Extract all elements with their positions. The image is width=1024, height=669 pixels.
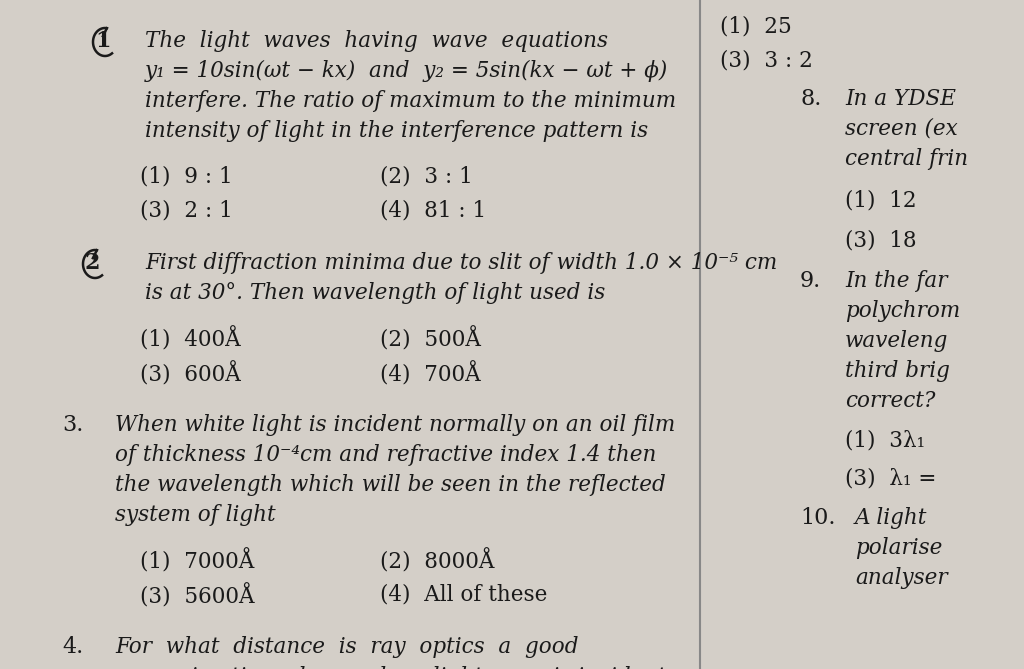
Text: is at 30°. Then wavelength of light used is: is at 30°. Then wavelength of light used…	[145, 282, 605, 304]
Text: polychrom: polychrom	[845, 300, 961, 322]
Text: The  light  waves  having  wave  equations: The light waves having wave equations	[145, 30, 608, 52]
Text: First diffraction minima due to slit of width 1.0 × 10⁻⁵ cm: First diffraction minima due to slit of …	[145, 252, 777, 274]
Text: (3)  18: (3) 18	[845, 230, 916, 252]
Text: (1)  12: (1) 12	[845, 190, 916, 212]
Text: (1)  400Å: (1) 400Å	[140, 327, 241, 351]
Text: waveleng: waveleng	[845, 330, 948, 352]
Text: screen (ex: screen (ex	[845, 118, 957, 140]
Text: 9.: 9.	[800, 270, 821, 292]
Text: (3)  5600Å: (3) 5600Å	[140, 584, 255, 608]
Text: interfere. The ratio of maximum to the minimum: interfere. The ratio of maximum to the m…	[145, 90, 676, 112]
Text: central frin: central frin	[845, 148, 968, 170]
Text: (2)  8000Å: (2) 8000Å	[380, 549, 495, 573]
Text: polarise: polarise	[855, 537, 942, 559]
Text: (4)  81 : 1: (4) 81 : 1	[380, 200, 486, 222]
Text: (3)  600Å: (3) 600Å	[140, 362, 241, 387]
Text: approximation when a plane light wave is incident: approximation when a plane light wave is…	[115, 666, 666, 669]
Text: (4)  700Å: (4) 700Å	[380, 362, 480, 387]
Text: system of light: system of light	[115, 504, 275, 526]
Text: (2)  3 : 1: (2) 3 : 1	[380, 165, 473, 187]
Text: (3)  3 : 2: (3) 3 : 2	[720, 50, 813, 72]
Text: (2)  500Å: (2) 500Å	[380, 327, 481, 351]
Text: (1)  9 : 1: (1) 9 : 1	[140, 165, 232, 187]
Text: For  what  distance  is  ray  optics  a  good: For what distance is ray optics a good	[115, 636, 579, 658]
Text: When white light is incident normally on an oil film: When white light is incident normally on…	[115, 414, 675, 436]
Text: In a YDSE: In a YDSE	[845, 88, 956, 110]
Text: of thickness 10⁻⁴cm and refractive index 1.4 then: of thickness 10⁻⁴cm and refractive index…	[115, 444, 656, 466]
Text: 10.: 10.	[800, 507, 836, 529]
Text: (3)  2 : 1: (3) 2 : 1	[140, 200, 232, 222]
Text: In the far: In the far	[845, 270, 947, 292]
Text: intensity of light in the interference pattern is: intensity of light in the interference p…	[145, 120, 648, 142]
Text: the wavelength which will be seen in the reflected: the wavelength which will be seen in the…	[115, 474, 666, 496]
Text: 1: 1	[95, 30, 111, 52]
Text: correct?: correct?	[845, 390, 935, 412]
Text: 8.: 8.	[800, 88, 821, 110]
Text: A light: A light	[855, 507, 928, 529]
Text: analyser: analyser	[855, 567, 947, 589]
Text: 3.: 3.	[62, 414, 83, 436]
Text: (3)  λ₁ =: (3) λ₁ =	[845, 467, 936, 489]
Text: (4)  All of these: (4) All of these	[380, 584, 548, 606]
Text: 4.: 4.	[62, 636, 83, 658]
Text: (1)  3λ₁: (1) 3λ₁	[845, 430, 925, 452]
Text: y₁ = 10sin(ωt − kx)  and  y₂ = 5sin(kx − ωt + ϕ): y₁ = 10sin(ωt − kx) and y₂ = 5sin(kx − ω…	[145, 60, 669, 82]
Text: third brig: third brig	[845, 360, 950, 382]
Text: (1)  25: (1) 25	[720, 15, 792, 37]
Text: (1)  7000Å: (1) 7000Å	[140, 549, 254, 573]
Text: 2: 2	[85, 252, 100, 274]
